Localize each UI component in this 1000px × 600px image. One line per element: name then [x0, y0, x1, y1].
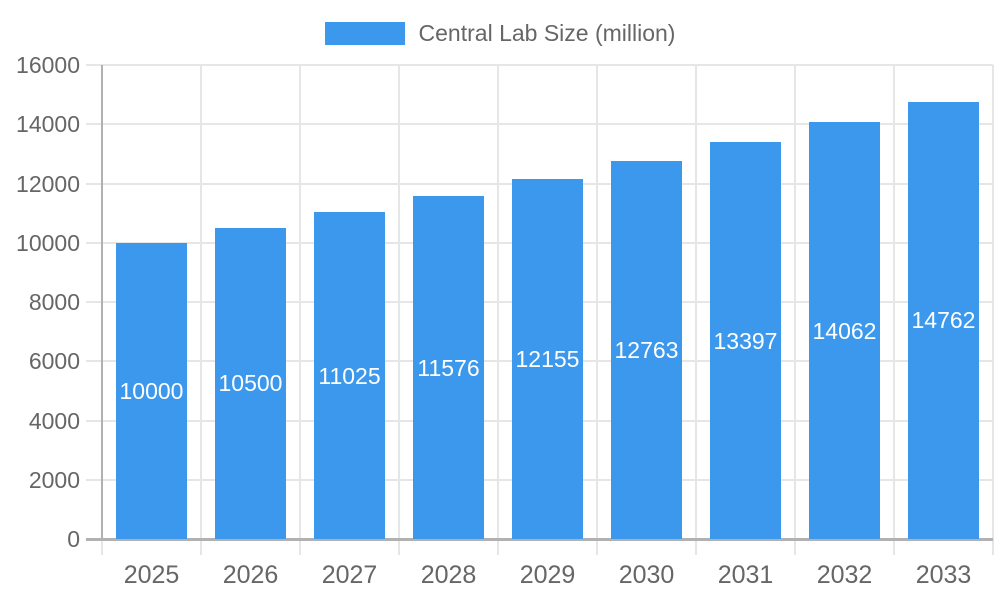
x-axis-tick-label: 2028 — [420, 561, 477, 589]
bar[interactable] — [809, 122, 880, 539]
bar[interactable] — [908, 101, 979, 539]
y-tick-mark — [86, 419, 102, 422]
y-axis-tick-label: 2000 — [28, 466, 80, 493]
bar[interactable] — [116, 242, 187, 539]
x-gridline — [398, 65, 400, 539]
bar[interactable] — [611, 160, 682, 539]
x-axis-tick-label: 2029 — [519, 561, 576, 589]
x-tick-mark — [596, 539, 598, 555]
bar-value-label: 11025 — [318, 362, 381, 389]
x-axis-tick-label: 2032 — [816, 561, 873, 589]
bar-value-label: 10500 — [218, 370, 283, 397]
x-gridline — [992, 65, 994, 539]
legend-label: Central Lab Size (million) — [418, 20, 676, 46]
y-axis-tick-label: 14000 — [16, 111, 80, 138]
bar-value-label: 12763 — [614, 336, 679, 363]
x-gridline — [794, 65, 796, 539]
y-gridline — [102, 123, 993, 126]
bar[interactable] — [314, 212, 385, 539]
bar[interactable] — [215, 227, 286, 539]
x-tick-mark — [794, 539, 796, 555]
bar[interactable] — [512, 178, 583, 539]
x-axis-tick-label: 2025 — [123, 561, 180, 589]
x-axis-line — [86, 538, 993, 541]
y-axis-tick-label: 10000 — [16, 229, 80, 256]
y-gridline — [102, 64, 993, 66]
x-tick-mark — [992, 539, 994, 555]
x-axis-tick-label: 2030 — [618, 561, 675, 589]
y-axis-tick-label: 8000 — [28, 289, 80, 315]
y-axis-tick-label: 6000 — [28, 348, 80, 375]
x-axis-tick-label: 2026 — [222, 561, 279, 589]
x-gridline — [497, 65, 499, 539]
bar[interactable] — [413, 196, 484, 539]
y-axis-line — [101, 65, 103, 541]
y-tick-mark — [86, 182, 102, 185]
y-tick-mark — [86, 123, 102, 126]
y-axis-tick-label: 0 — [67, 526, 80, 552]
x-tick-mark — [893, 539, 895, 555]
x-gridline — [596, 65, 598, 539]
legend-swatch — [324, 21, 405, 45]
x-gridline — [299, 65, 301, 539]
x-axis-tick-label: 2033 — [915, 561, 972, 589]
y-tick-mark — [86, 301, 102, 303]
y-tick-mark — [86, 64, 102, 66]
y-tick-mark — [86, 241, 102, 244]
x-tick-mark — [101, 539, 103, 555]
y-axis-tick-label: 12000 — [16, 170, 80, 197]
bar-value-label: 12155 — [515, 345, 580, 372]
bar[interactable] — [710, 142, 781, 539]
bar-value-label: 13397 — [713, 327, 778, 354]
y-axis-tick-label: 4000 — [28, 407, 80, 434]
x-tick-mark — [398, 539, 400, 555]
bar-value-label: 14062 — [812, 317, 877, 344]
legend-item[interactable]: Central Lab Size (million) — [0, 20, 1000, 46]
y-tick-mark — [86, 478, 102, 481]
x-tick-mark — [299, 539, 301, 555]
y-axis-tick-label: 16000 — [16, 52, 80, 78]
x-gridline — [893, 65, 895, 539]
y-tick-mark — [86, 360, 102, 363]
bar-value-label: 10000 — [119, 377, 184, 404]
x-tick-mark — [695, 539, 697, 555]
x-gridline — [200, 65, 202, 539]
x-axis-tick-label: 2027 — [321, 561, 378, 589]
x-tick-mark — [497, 539, 499, 555]
x-tick-mark — [200, 539, 202, 555]
x-axis-tick-label: 2031 — [717, 561, 774, 589]
bar-value-label: 14762 — [911, 307, 976, 334]
bar-value-label: 11576 — [417, 354, 480, 381]
x-gridline — [695, 65, 697, 539]
